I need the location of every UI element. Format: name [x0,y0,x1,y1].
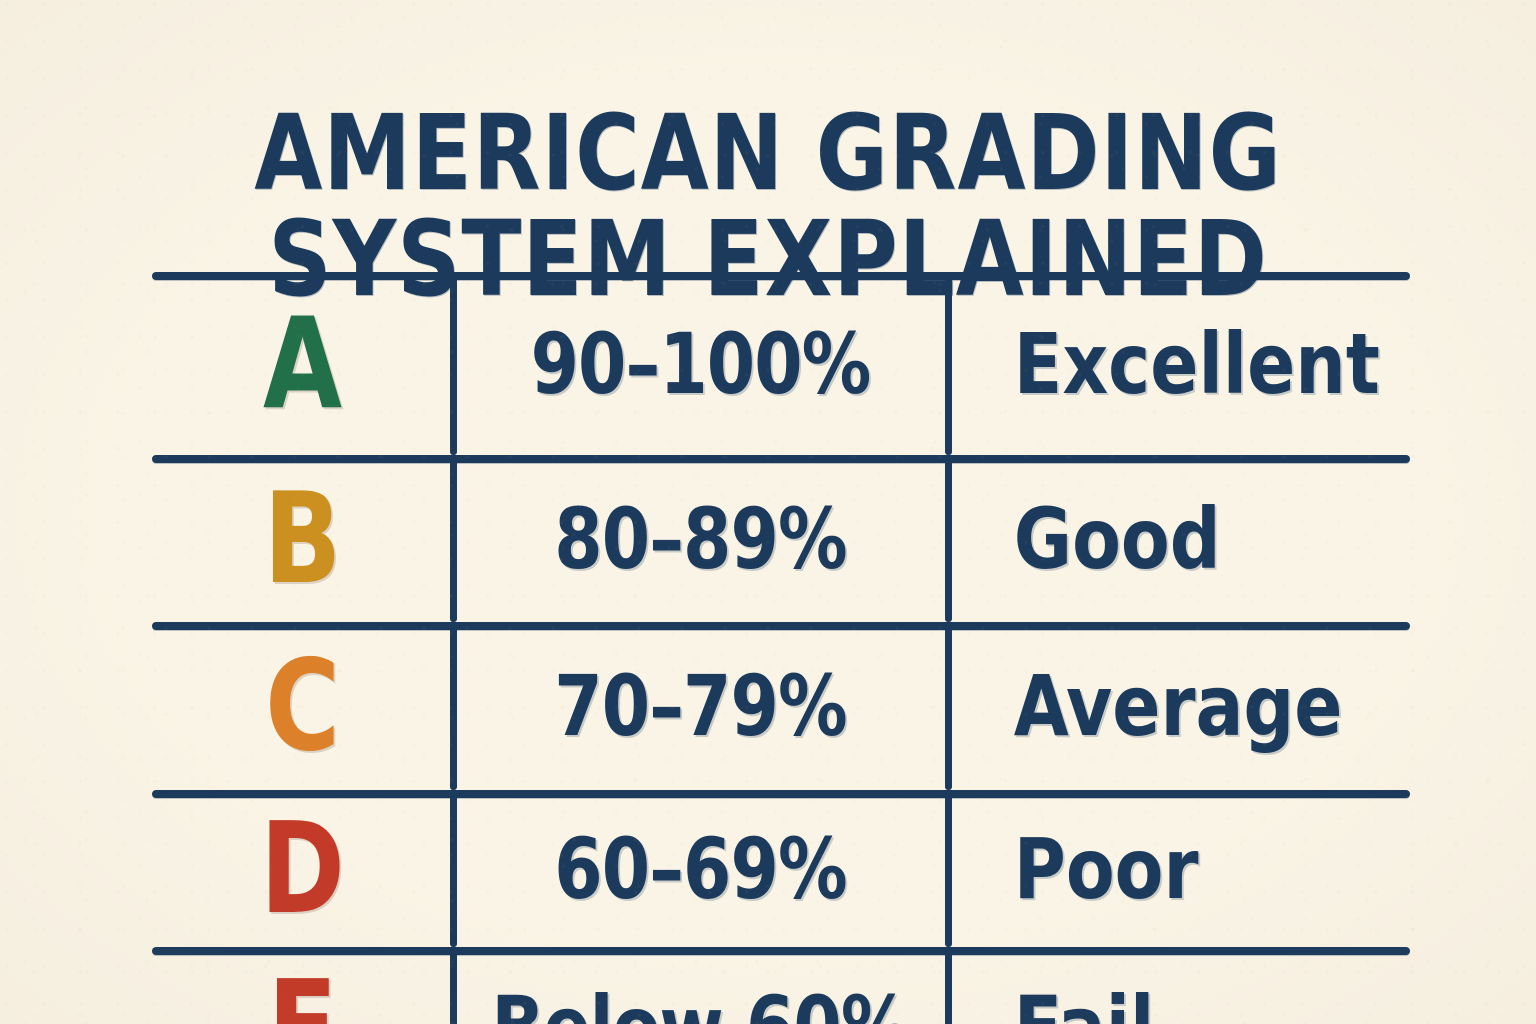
table-row[interactable]: B 80–89% Good [152,455,1410,622]
column-divider-2-row-c [945,626,952,790]
grade-range: Below 60% [473,985,928,1024]
column-divider-1-row-a [450,276,457,455]
grade-range: 80–89% [554,489,847,588]
column-divider-2-row-b [945,459,952,622]
grade-range: 60–69% [554,819,847,918]
table-row[interactable]: F Below 60% Fail [152,947,1410,1024]
column-divider-2-row-f [945,951,952,1024]
column-divider-1-row-b [450,459,457,622]
grade-letter: D [260,794,345,942]
column-divider-2-row-d [945,794,952,947]
table-rule-after-row-d [152,947,1410,955]
page-title-line-2: SYSTEM EXPLAINED [268,197,1268,320]
column-divider-1-row-f [450,951,457,1024]
grade-letter: F [167,964,438,1024]
grade-letter: A [263,289,342,437]
table-row[interactable]: C 70–79% Average [152,622,1410,790]
grade-letter: C [265,632,340,779]
grade-range: 90–100% [530,314,872,413]
grade-description: Average [1013,657,1343,755]
table-rule-after-row-c [152,790,1410,798]
grade-description: Good [1013,489,1221,588]
column-divider-1-row-c [450,626,457,790]
table-rule-after-row-b [152,622,1410,630]
grade-range: 70–79% [554,657,847,755]
table-rule-top [152,272,1410,280]
grade-letter: B [263,464,342,612]
table-rule-after-row-a [152,455,1410,463]
column-divider-1-row-d [450,794,457,947]
grade-description: Excellent [1013,314,1380,413]
table-row[interactable]: A 90–100% Excellent [152,272,1410,455]
grade-description: Fail [948,985,1382,1024]
column-divider-2-row-a [945,276,952,455]
page-title-line-1: AMERICAN GRADING [254,91,1282,214]
grade-description: Poor [1013,819,1199,918]
table-row[interactable]: D 60–69% Poor [152,790,1410,947]
page-title: AMERICAN GRADING SYSTEM EXPLAINED [46,100,1490,312]
grading-table: A 90–100% Excellent B 80–89% Good C 70–7… [152,268,1410,1024]
